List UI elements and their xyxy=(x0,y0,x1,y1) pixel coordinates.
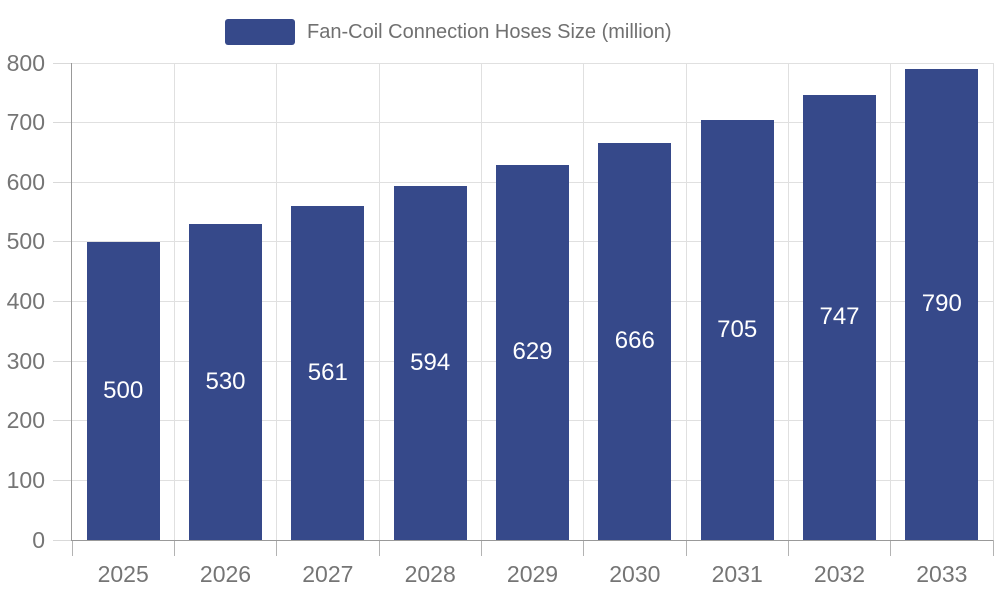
x-axis-line xyxy=(71,540,993,541)
legend-label: Fan-Coil Connection Hoses Size (million) xyxy=(307,20,672,43)
x-axis-label: 2027 xyxy=(302,561,354,587)
gridline-vertical xyxy=(685,63,687,540)
y-axis-label: 600 xyxy=(6,168,45,195)
x-axis-tick xyxy=(173,540,175,556)
gridline-vertical xyxy=(890,63,892,540)
y-axis-label: 700 xyxy=(6,109,45,136)
y-axis-tick xyxy=(53,360,72,362)
x-axis-tick xyxy=(787,540,789,556)
y-axis-tick xyxy=(53,420,72,422)
y-axis-label: 200 xyxy=(6,407,45,434)
x-axis-tick xyxy=(685,540,687,556)
x-axis-tick xyxy=(71,540,73,556)
y-axis-label: 400 xyxy=(6,288,45,314)
bar-value-label: 500 xyxy=(103,376,144,404)
legend-swatch-icon xyxy=(225,19,295,45)
gridline-horizontal xyxy=(72,62,993,64)
gridline-vertical xyxy=(992,63,994,540)
gridline-vertical xyxy=(173,63,175,540)
y-axis-label: 0 xyxy=(32,526,45,553)
x-axis-tick xyxy=(378,540,380,556)
bar[interactable] xyxy=(496,164,569,540)
bar-value-label: 790 xyxy=(921,290,962,318)
gridline-vertical xyxy=(583,63,585,540)
x-axis-tick xyxy=(276,540,278,556)
bar-value-label: 705 xyxy=(717,315,758,343)
x-axis-label: 2030 xyxy=(609,561,661,587)
x-axis-tick xyxy=(890,540,892,556)
x-axis-label: 2033 xyxy=(916,561,968,587)
legend[interactable]: Fan-Coil Connection Hoses Size (million) xyxy=(225,19,672,45)
x-axis-label: 2031 xyxy=(711,561,763,587)
y-axis-tick xyxy=(53,62,72,64)
y-axis-label: 300 xyxy=(6,347,45,374)
x-axis-label: 2032 xyxy=(813,561,866,587)
y-axis-line xyxy=(71,63,72,540)
y-axis-tick xyxy=(53,122,72,124)
bar-value-label: 747 xyxy=(819,303,860,331)
x-axis-tick xyxy=(583,540,585,556)
bar-value-label: 666 xyxy=(614,327,655,355)
y-axis-label: 100 xyxy=(6,466,45,493)
bar[interactable] xyxy=(291,205,365,540)
y-axis-tick xyxy=(53,241,72,243)
x-axis-tick xyxy=(992,540,994,556)
gridline-vertical xyxy=(378,63,380,540)
gridline-vertical xyxy=(787,63,789,540)
gridline-vertical xyxy=(276,63,278,540)
x-axis-label: 2029 xyxy=(506,561,559,587)
bar-value-label: 561 xyxy=(307,358,348,386)
bar[interactable] xyxy=(189,223,262,540)
bar[interactable] xyxy=(803,94,876,540)
x-axis-label: 2028 xyxy=(404,561,456,587)
bar[interactable] xyxy=(598,142,672,540)
gridline-horizontal xyxy=(72,122,993,124)
y-axis-tick xyxy=(53,539,72,541)
x-axis-label: 2026 xyxy=(199,561,252,587)
bar-value-label: 530 xyxy=(205,367,246,395)
x-axis-tick xyxy=(480,540,482,556)
y-axis-tick xyxy=(53,301,72,302)
bar-value-label: 594 xyxy=(410,348,451,376)
x-axis-label: 2025 xyxy=(97,561,149,587)
bar[interactable] xyxy=(905,68,979,540)
y-axis-tick xyxy=(53,181,72,183)
gridline-vertical xyxy=(480,63,482,540)
y-axis-label: 800 xyxy=(6,49,45,76)
y-axis-label: 500 xyxy=(6,228,45,255)
y-axis-tick xyxy=(53,479,72,481)
bar[interactable] xyxy=(700,119,774,540)
bar-value-label: 629 xyxy=(512,338,553,366)
bar[interactable] xyxy=(393,185,467,540)
bar[interactable] xyxy=(86,241,160,540)
